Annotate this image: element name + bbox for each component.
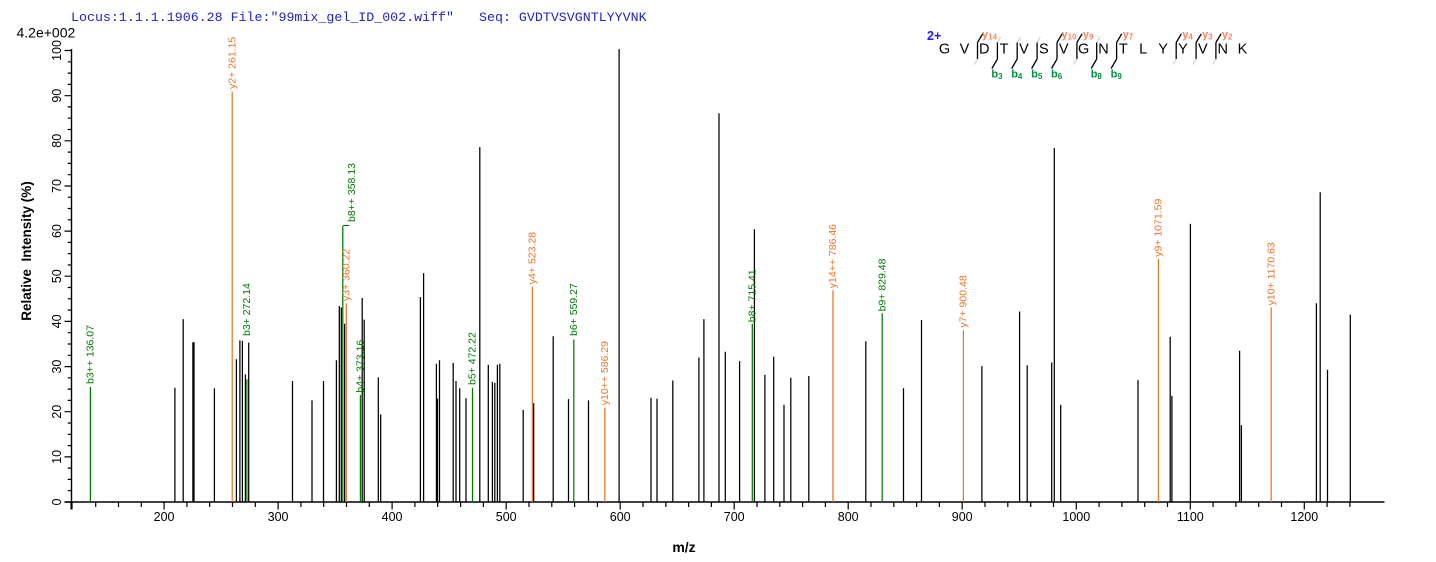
svg-text:50: 50 xyxy=(50,269,64,283)
svg-text:m/z: m/z xyxy=(672,539,695,555)
svg-text:Locus:1.1.1.1906.28 File:"99mi: Locus:1.1.1.1906.28 File:"99mix_gel_ID_0… xyxy=(71,10,454,25)
svg-text:D: D xyxy=(979,42,989,58)
svg-text:V: V xyxy=(960,42,970,58)
svg-text:y3+ 360.22: y3+ 360.22 xyxy=(341,249,353,301)
svg-text:b5: b5 xyxy=(1031,69,1043,82)
svg-text:y9+ 1071.59: y9+ 1071.59 xyxy=(1153,199,1165,257)
svg-text:700: 700 xyxy=(724,510,745,524)
svg-text:90: 90 xyxy=(50,89,64,103)
svg-text:N: N xyxy=(1098,42,1108,58)
svg-text:b9: b9 xyxy=(1111,69,1123,82)
svg-text:40: 40 xyxy=(50,314,64,328)
svg-text:L: L xyxy=(1139,42,1147,58)
svg-text:G: G xyxy=(939,42,950,58)
svg-text:y2: y2 xyxy=(1222,29,1233,42)
svg-text:80: 80 xyxy=(50,134,64,148)
svg-text:G: G xyxy=(1078,42,1089,58)
svg-text:y4+ 523.28: y4+ 523.28 xyxy=(527,232,539,284)
svg-text:b8+ 715.41: b8+ 715.41 xyxy=(747,269,759,322)
svg-text:600: 600 xyxy=(610,510,631,524)
svg-text:y9: y9 xyxy=(1083,29,1094,42)
svg-text:Seq: GVDTVSVGNTLYYVNK: Seq: GVDTVSVGNTLYYVNK xyxy=(479,10,647,25)
svg-text:1100: 1100 xyxy=(1177,510,1204,524)
svg-text:y14: y14 xyxy=(982,29,998,42)
svg-text:70: 70 xyxy=(50,179,64,193)
svg-text:y3: y3 xyxy=(1202,29,1213,42)
svg-text:y10+ 1170.63: y10+ 1170.63 xyxy=(1265,242,1277,305)
svg-text:20: 20 xyxy=(50,405,64,419)
svg-text:30: 30 xyxy=(50,360,64,374)
svg-text:b8++ 358.13: b8++ 358.13 xyxy=(346,163,358,222)
svg-text:500: 500 xyxy=(496,510,517,524)
svg-text:V: V xyxy=(1019,42,1029,58)
svg-text:4.2e+002: 4.2e+002 xyxy=(17,25,76,41)
svg-text:N: N xyxy=(1217,42,1227,58)
svg-text:400: 400 xyxy=(382,510,403,524)
svg-text:b5+ 472.22: b5+ 472.22 xyxy=(467,332,479,385)
svg-text:S: S xyxy=(1039,42,1049,58)
svg-text:2+: 2+ xyxy=(927,29,941,43)
svg-text:b9+ 829.48: b9+ 829.48 xyxy=(876,258,888,311)
svg-text:10: 10 xyxy=(50,450,64,464)
svg-text:b3++ 136.07: b3++ 136.07 xyxy=(85,325,97,384)
svg-text:T: T xyxy=(1000,42,1009,58)
svg-text:100: 100 xyxy=(50,40,64,61)
svg-text:800: 800 xyxy=(838,510,859,524)
svg-text:y7+ 900.48: y7+ 900.48 xyxy=(958,275,970,327)
svg-text:300: 300 xyxy=(268,510,289,524)
svg-text:Y: Y xyxy=(1178,42,1188,58)
svg-text:b6+ 559.27: b6+ 559.27 xyxy=(568,283,580,336)
svg-text:b4+ 373.16: b4+ 373.16 xyxy=(355,340,367,393)
svg-text:0: 0 xyxy=(50,498,64,505)
svg-text:V: V xyxy=(1198,42,1208,58)
svg-text:V: V xyxy=(1059,42,1069,58)
svg-text:y10: y10 xyxy=(1062,29,1078,42)
svg-text:200: 200 xyxy=(154,510,175,524)
svg-text:y2+ 261.15: y2+ 261.15 xyxy=(226,37,238,89)
svg-text:b3: b3 xyxy=(991,69,1003,82)
svg-text:y7: y7 xyxy=(1123,29,1134,42)
svg-text:b6: b6 xyxy=(1051,69,1063,82)
svg-text:1200: 1200 xyxy=(1290,510,1318,524)
svg-text:T: T xyxy=(1119,42,1128,58)
svg-text:y10++ 586.29: y10++ 586.29 xyxy=(599,341,611,405)
svg-text:b4: b4 xyxy=(1011,69,1023,82)
svg-text:b3+ 272.14: b3+ 272.14 xyxy=(241,283,253,336)
svg-text:y14++ 786.46: y14++ 786.46 xyxy=(827,224,839,288)
svg-text:Y: Y xyxy=(1158,42,1168,58)
svg-text:b8: b8 xyxy=(1091,69,1103,82)
svg-text:60: 60 xyxy=(50,224,64,238)
svg-text:900: 900 xyxy=(952,510,973,524)
svg-text:K: K xyxy=(1238,42,1248,58)
svg-text:y4: y4 xyxy=(1182,29,1193,42)
svg-text:Relative Intensity (%): Relative Intensity (%) xyxy=(19,181,34,321)
svg-text:1000: 1000 xyxy=(1062,510,1090,524)
